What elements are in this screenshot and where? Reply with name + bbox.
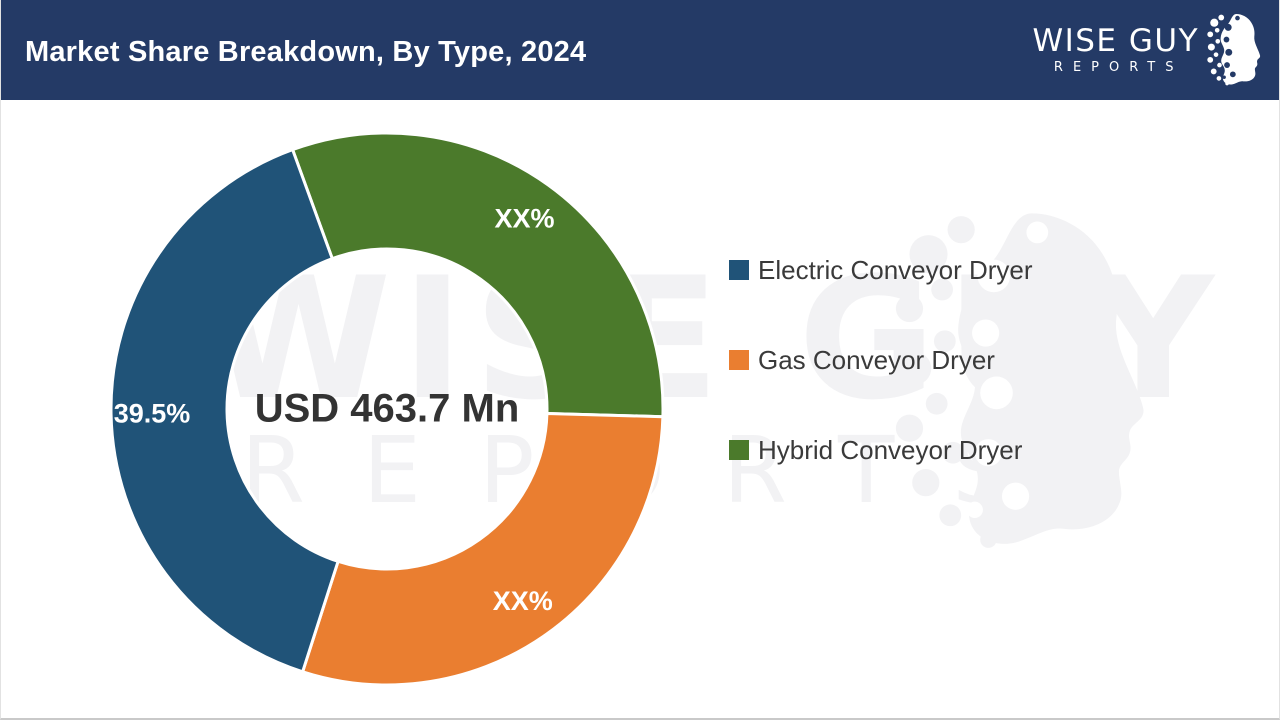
logo-line2: REPORTS (1053, 59, 1184, 75)
page-title: Market Share Breakdown, By Type, 2024 (25, 36, 587, 68)
legend-item-hybrid-conveyor-dryer: Hybrid Conveyor Dryer (729, 433, 1033, 467)
legend-label: Hybrid Conveyor Dryer (758, 434, 1023, 465)
logo-line1: WISE GUY (1032, 23, 1199, 60)
legend-swatch-gas-conveyor-dryer (729, 350, 749, 370)
wise-guy-logo: WISE GUY REPORTS (1032, 8, 1263, 92)
watermark-face-icon (895, 213, 1144, 548)
segment-label-gas-conveyor-dryer: XX% (493, 586, 553, 616)
segment-label-electric-conveyor-dryer: 39.5% (114, 399, 191, 429)
segment-label-hybrid-conveyor-dryer: XX% (494, 203, 554, 233)
donut-segment-gas-conveyor-dryer (301, 411, 665, 687)
legend-swatch-hybrid-conveyor-dryer (729, 440, 749, 460)
header-bar: Market Share Breakdown, By Type, 2024 WI… (1, 0, 1279, 100)
legend-item-gas-conveyor-dryer: Gas Conveyor Dryer (729, 343, 1033, 377)
logo-wordmark: WISE GUY REPORTS (1032, 25, 1199, 75)
legend-label: Gas Conveyor Dryer (758, 344, 995, 375)
chart-center-label: USD 463.7 Mn (254, 386, 520, 431)
donut-segment-electric-conveyor-dryer (109, 148, 340, 674)
donut-segment-hybrid-conveyor-dryer (291, 131, 665, 419)
logo-face-icon (1207, 14, 1261, 86)
legend-item-electric-conveyor-dryer: Electric Conveyor Dryer (729, 253, 1033, 287)
legend-swatch-electric-conveyor-dryer (729, 260, 749, 280)
donut-chart: XX% XX% 39.5% (109, 131, 665, 687)
chart-legend: Electric Conveyor Dryer Gas Conveyor Dry… (729, 253, 1033, 523)
legend-label: Electric Conveyor Dryer (758, 254, 1033, 285)
